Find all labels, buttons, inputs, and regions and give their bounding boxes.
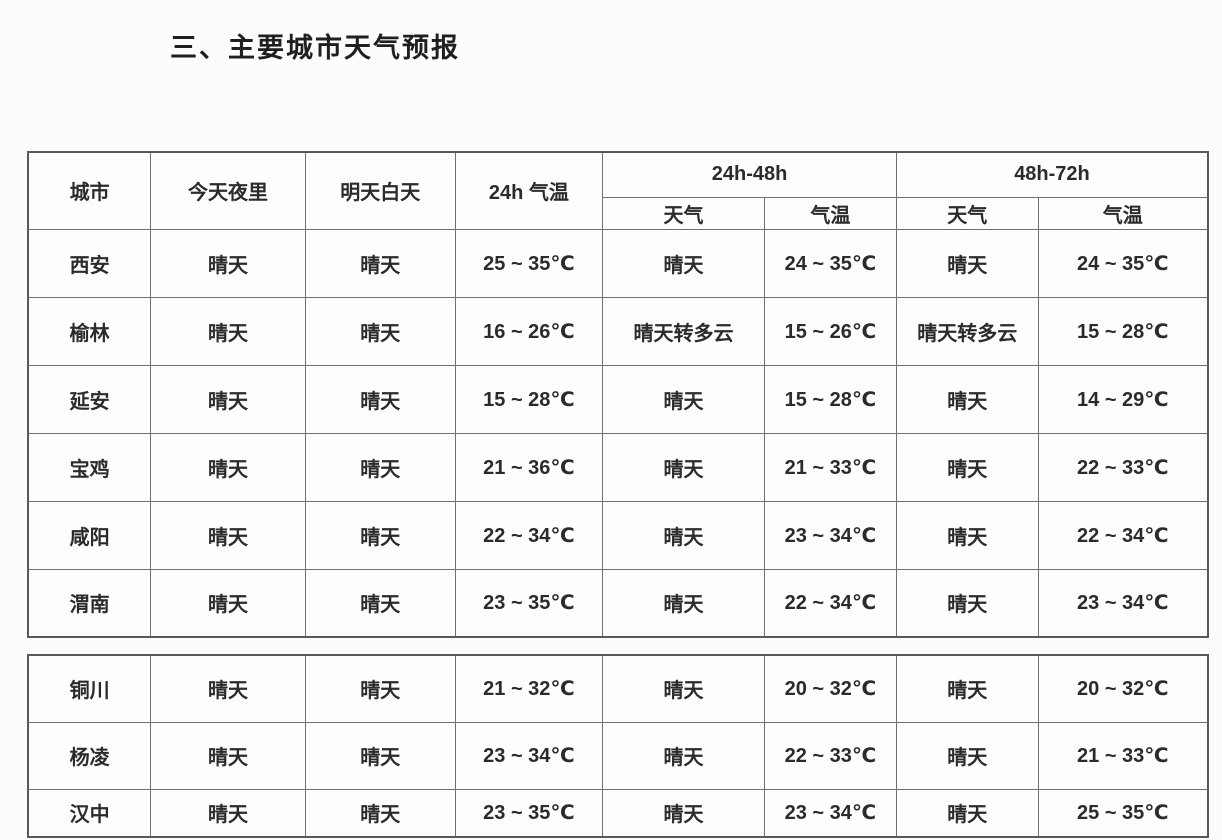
weather-table-top: 城市 今天夜里 明天白天 24h 气温 24h-48h 48h-72h 天气 气… — [27, 151, 1209, 638]
weather-cell: 晴天 — [895, 654, 1039, 723]
temp-cell: 21 ~ 36℃ — [454, 432, 604, 502]
weather-cell: 晴天 — [602, 432, 765, 502]
header-24h-48h: 24h-48h — [602, 151, 897, 198]
temp-cell: 24 ~ 35℃ — [1037, 228, 1209, 298]
table-row: 宝鸡 晴天 晴天 21 ~ 36℃ 晴天 21 ~ 33℃ 晴天 22 ~ 33… — [27, 432, 1209, 502]
temp-cell: 24 ~ 35℃ — [763, 228, 897, 298]
temp-cell: 25 ~ 35℃ — [1037, 788, 1209, 838]
weather-cell: 晴天转多云 — [895, 296, 1039, 366]
temp-cell: 21 ~ 32℃ — [454, 654, 604, 723]
weather-cell: 晴天 — [304, 500, 456, 570]
table-row: 延安 晴天 晴天 15 ~ 28℃ 晴天 15 ~ 28℃ 晴天 14 ~ 29… — [27, 364, 1209, 434]
table-row: 西安 晴天 晴天 25 ~ 35℃ 晴天 24 ~ 35℃ 晴天 24 ~ 35… — [27, 228, 1209, 298]
temp-cell: 22 ~ 34℃ — [454, 500, 604, 570]
weather-cell: 晴天 — [150, 364, 306, 434]
temp-cell: 23 ~ 35℃ — [454, 788, 604, 838]
city-cell: 铜川 — [27, 654, 152, 723]
temp-cell: 20 ~ 32℃ — [763, 654, 897, 723]
weather-cell: 晴天 — [602, 364, 765, 434]
weather-cell: 晴天 — [895, 568, 1039, 638]
header-tonight: 今天夜里 — [150, 151, 306, 230]
weather-cell: 晴天 — [150, 432, 306, 502]
page-title: 三、主要城市天气预报 — [170, 33, 460, 63]
temp-cell: 14 ~ 29℃ — [1037, 364, 1209, 434]
weather-cell: 晴天 — [602, 568, 765, 638]
weather-cell: 晴天转多云 — [602, 296, 765, 366]
city-cell: 咸阳 — [27, 500, 152, 570]
temp-cell: 15 ~ 28℃ — [1037, 296, 1209, 366]
city-cell: 汉中 — [27, 788, 152, 838]
temp-cell: 23 ~ 34℃ — [454, 721, 604, 790]
city-cell: 宝鸡 — [27, 432, 152, 502]
table-row: 榆林 晴天 晴天 16 ~ 26℃ 晴天转多云 15 ~ 26℃ 晴天转多云 1… — [27, 296, 1209, 366]
weather-report-page: 三、主要城市天气预报 城市 今天夜里 明天白天 24h 气温 24h-48h 4… — [0, 26, 1222, 838]
temp-cell: 25 ~ 35℃ — [454, 228, 604, 298]
temp-cell: 22 ~ 33℃ — [763, 721, 897, 790]
temp-cell: 15 ~ 28℃ — [454, 364, 604, 434]
weather-cell: 晴天 — [150, 788, 306, 838]
temp-cell: 23 ~ 34℃ — [1037, 568, 1209, 638]
temp-cell: 15 ~ 26℃ — [763, 296, 897, 366]
header-temp-48-72: 气温 — [1037, 196, 1209, 230]
weather-cell: 晴天 — [895, 500, 1039, 570]
weather-cell: 晴天 — [602, 654, 765, 723]
weather-cell: 晴天 — [602, 788, 765, 838]
weather-cell: 晴天 — [895, 788, 1039, 838]
temp-cell: 15 ~ 28℃ — [763, 364, 897, 434]
weather-cell: 晴天 — [304, 296, 456, 366]
weather-cell: 晴天 — [602, 721, 765, 790]
table-header: 城市 今天夜里 明天白天 24h 气温 24h-48h 48h-72h 天气 气… — [27, 151, 1209, 230]
weather-cell: 晴天 — [150, 228, 306, 298]
weather-cell: 晴天 — [602, 500, 765, 570]
weather-cell: 晴天 — [895, 228, 1039, 298]
city-cell: 西安 — [27, 228, 152, 298]
city-cell: 杨凌 — [27, 721, 152, 790]
weather-cell: 晴天 — [150, 654, 306, 723]
weather-cell: 晴天 — [150, 568, 306, 638]
weather-cell: 晴天 — [304, 721, 456, 790]
weather-cell: 晴天 — [304, 788, 456, 838]
weather-cell: 晴天 — [602, 228, 765, 298]
weather-cell: 晴天 — [150, 721, 306, 790]
header-city: 城市 — [27, 151, 152, 230]
city-cell: 渭南 — [27, 568, 152, 638]
weather-table-bottom: 铜川 晴天 晴天 21 ~ 32℃ 晴天 20 ~ 32℃ 晴天 20 ~ 32… — [27, 654, 1209, 838]
weather-cell: 晴天 — [150, 296, 306, 366]
temp-cell: 20 ~ 32℃ — [1037, 654, 1209, 723]
table-area: 城市 今天夜里 明天白天 24h 气温 24h-48h 48h-72h 天气 气… — [27, 151, 1209, 838]
weather-cell: 晴天 — [304, 364, 456, 434]
weather-cell: 晴天 — [304, 432, 456, 502]
table-row: 杨凌 晴天 晴天 23 ~ 34℃ 晴天 22 ~ 33℃ 晴天 21 ~ 33… — [27, 721, 1209, 790]
weather-cell: 晴天 — [304, 568, 456, 638]
header-tomorrow-daytime: 明天白天 — [304, 151, 456, 230]
header-weather-48-72: 天气 — [895, 196, 1039, 230]
temp-cell: 23 ~ 35℃ — [454, 568, 604, 638]
weather-cell: 晴天 — [304, 654, 456, 723]
table-row: 渭南 晴天 晴天 23 ~ 35℃ 晴天 22 ~ 34℃ 晴天 23 ~ 34… — [27, 568, 1209, 638]
weather-cell: 晴天 — [895, 364, 1039, 434]
table-row: 铜川 晴天 晴天 21 ~ 32℃ 晴天 20 ~ 32℃ 晴天 20 ~ 32… — [27, 654, 1209, 723]
weather-cell: 晴天 — [304, 228, 456, 298]
temp-cell: 23 ~ 34℃ — [763, 788, 897, 838]
temp-cell: 22 ~ 33℃ — [1037, 432, 1209, 502]
weather-cell: 晴天 — [150, 500, 306, 570]
header-weather-24-48: 天气 — [602, 196, 765, 230]
header-temp-24-48: 气温 — [763, 196, 897, 230]
temp-cell: 16 ~ 26℃ — [454, 296, 604, 366]
temp-cell: 23 ~ 34℃ — [763, 500, 897, 570]
city-cell: 延安 — [27, 364, 152, 434]
temp-cell: 21 ~ 33℃ — [763, 432, 897, 502]
weather-cell: 晴天 — [895, 432, 1039, 502]
weather-cell: 晴天 — [895, 721, 1039, 790]
table-row: 汉中 晴天 晴天 23 ~ 35℃ 晴天 23 ~ 34℃ 晴天 25 ~ 35… — [27, 788, 1209, 838]
header-48h-72h: 48h-72h — [895, 151, 1209, 198]
city-cell: 榆林 — [27, 296, 152, 366]
temp-cell: 22 ~ 34℃ — [1037, 500, 1209, 570]
table-row: 咸阳 晴天 晴天 22 ~ 34℃ 晴天 23 ~ 34℃ 晴天 22 ~ 34… — [27, 500, 1209, 570]
temp-cell: 21 ~ 33℃ — [1037, 721, 1209, 790]
header-24h-temp: 24h 气温 — [454, 151, 604, 230]
temp-cell: 22 ~ 34℃ — [763, 568, 897, 638]
